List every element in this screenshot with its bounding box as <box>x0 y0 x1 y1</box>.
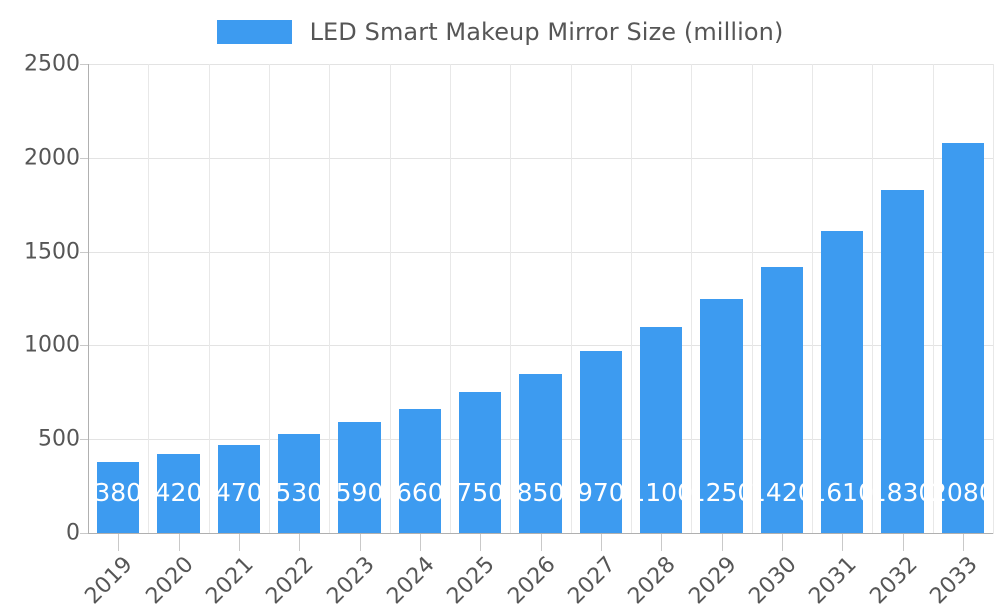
y-axis-tick-mark <box>80 252 88 253</box>
x-axis-tick-mark <box>842 534 843 551</box>
x-axis-tick-label: 2028 <box>619 552 681 614</box>
bar-group[interactable]: 380 <box>88 64 148 533</box>
x-axis-tick-mark <box>420 534 421 551</box>
y-axis-labels: 0 500 1000 1500 2000 2500 <box>0 0 80 600</box>
bar[interactable] <box>942 143 984 533</box>
x-axis-tick-mark <box>360 534 361 551</box>
bar-group[interactable]: 1250 <box>691 64 751 533</box>
y-axis-tick-label: 1000 <box>8 333 80 358</box>
bar[interactable] <box>700 299 742 534</box>
y-axis-tick-mark <box>80 533 88 534</box>
x-axis-tick-label: 2025 <box>438 552 500 614</box>
bar[interactable] <box>157 454 199 533</box>
chart-legend: LED Smart Makeup Mirror Size (million) <box>0 12 1000 52</box>
y-axis-tick-mark <box>80 158 88 159</box>
bar[interactable] <box>881 190 923 533</box>
y-axis-tick-mark <box>80 64 88 65</box>
bar[interactable] <box>338 422 380 533</box>
x-axis-tick-mark <box>722 534 723 551</box>
x-axis-tick-label: 2022 <box>257 552 319 614</box>
bar[interactable] <box>399 409 441 533</box>
x-axis-tick-mark <box>601 534 602 551</box>
bar-group[interactable]: 2080 <box>933 64 993 533</box>
bar-group[interactable]: 590 <box>329 64 389 533</box>
x-axis-tick-mark <box>782 534 783 551</box>
bar[interactable] <box>640 327 682 533</box>
y-axis-tick-mark <box>80 439 88 440</box>
x-axis-tick-mark <box>903 534 904 551</box>
bar-group[interactable]: 470 <box>209 64 269 533</box>
y-axis-tick-label: 0 <box>8 521 80 546</box>
x-axis-tick-mark <box>541 534 542 551</box>
x-axis-tick-label: 2024 <box>378 552 440 614</box>
x-axis-tick-label: 2023 <box>318 552 380 614</box>
y-axis-tick-label: 2500 <box>8 52 80 77</box>
x-axis-tick-label: 2026 <box>499 552 561 614</box>
x-axis-tick-mark <box>118 534 119 551</box>
bar[interactable] <box>278 434 320 533</box>
y-axis-line <box>88 64 89 534</box>
bar-group[interactable]: 1100 <box>631 64 691 533</box>
x-axis-tick-label: 2027 <box>559 552 621 614</box>
bar-group[interactable]: 1420 <box>752 64 812 533</box>
x-axis-tick-mark <box>179 534 180 551</box>
bar-group[interactable]: 970 <box>571 64 631 533</box>
x-axis-tick-label: 2021 <box>197 552 259 614</box>
y-axis-tick-mark <box>80 345 88 346</box>
y-axis-tick-label: 500 <box>8 427 80 452</box>
bar-group[interactable]: 750 <box>450 64 510 533</box>
bar[interactable] <box>519 374 561 533</box>
bar-group[interactable]: 660 <box>390 64 450 533</box>
x-axis-tick-mark <box>480 534 481 551</box>
bar[interactable] <box>218 445 260 533</box>
plot-right-border <box>993 64 994 534</box>
x-axis-tick-mark <box>963 534 964 551</box>
x-axis-tick-label: 2029 <box>680 552 742 614</box>
x-axis-tick-mark <box>661 534 662 551</box>
bar[interactable] <box>761 267 803 533</box>
bar[interactable] <box>97 462 139 533</box>
bar[interactable] <box>459 392 501 533</box>
x-axis-tick-label: 2020 <box>137 552 199 614</box>
x-axis-tick-label: 2030 <box>740 552 802 614</box>
legend-color-swatch <box>217 20 292 44</box>
x-axis-tick-label: 2033 <box>921 552 983 614</box>
y-axis-tick-label: 1500 <box>8 239 80 264</box>
bar-group[interactable]: 420 <box>148 64 208 533</box>
bar-group[interactable]: 1610 <box>812 64 872 533</box>
x-axis-tick-mark <box>239 534 240 551</box>
bar-group[interactable]: 1830 <box>872 64 932 533</box>
x-axis-tick-label: 2031 <box>800 552 862 614</box>
x-axis-tick-label: 2019 <box>76 552 138 614</box>
x-axis-tick-label: 2032 <box>861 552 923 614</box>
x-axis-tick-mark <box>299 534 300 551</box>
bar-group[interactable]: 530 <box>269 64 329 533</box>
bar[interactable] <box>821 231 863 533</box>
y-axis-tick-label: 2000 <box>8 145 80 170</box>
bar-group[interactable]: 850 <box>510 64 570 533</box>
bar-chart: LED Smart Makeup Mirror Size (million) 0… <box>0 0 1000 600</box>
legend-label: LED Smart Makeup Mirror Size (million) <box>310 18 784 46</box>
bar[interactable] <box>580 351 622 533</box>
